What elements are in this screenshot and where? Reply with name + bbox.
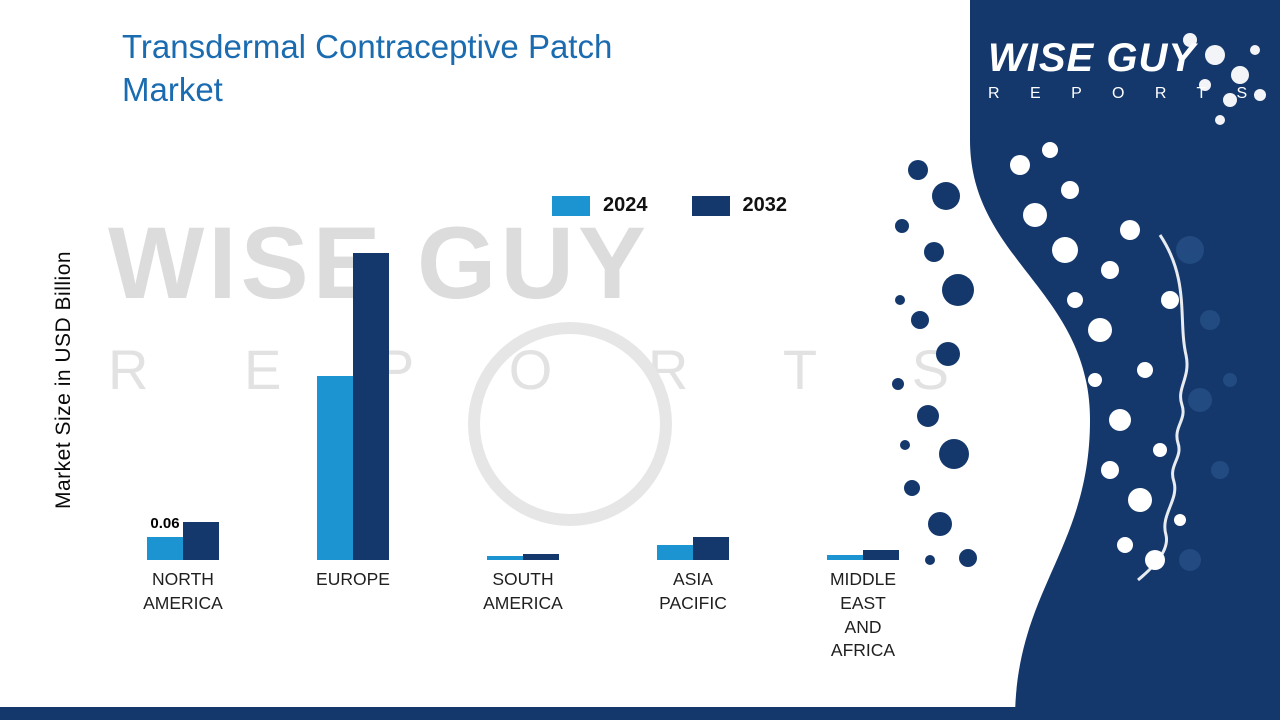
legend-item-2024: 2024 [552,194,648,217]
dots-pattern-shading [1176,236,1237,571]
footer-bar [0,707,1280,720]
category-label: NORTH AMERICA [143,569,223,613]
bar-2024-asia-pacific [657,545,693,560]
bar-2024-europe [317,376,353,560]
category-label: SOUTH AMERICA [483,569,563,613]
brand-panel-decoration [892,0,1280,720]
chart-title: Transdermal Contraceptive Patch Market [122,28,613,108]
logo-brand-text: WISE GUY [988,36,1197,80]
dots-pattern-outside [892,160,977,567]
bar-2032-middle-east-and-africa [863,550,899,560]
wiseguy-logo: WISE GUY R E P O R T S [988,38,1260,102]
legend: 2024 2032 [552,194,787,217]
face-profile-outline [1137,234,1189,582]
logo-dots-head [1183,33,1266,125]
category-label: EUROPE [316,569,390,589]
bar-2032-asia-pacific [693,537,729,560]
bar-2024-middle-east-and-africa [827,555,863,560]
bar-value-label: 0.06 [150,515,180,532]
legend-swatch-2032 [691,195,730,216]
legend-item-2032: 2032 [691,194,788,217]
legend-swatch-2024 [552,195,590,216]
bar-2032-europe [353,253,389,560]
legend-label-2024: 2024 [603,194,648,216]
bar-2024-north-america [147,537,183,560]
legend-label-2032: 2032 [742,194,788,216]
bar-2024-south-america [487,556,523,560]
bar-2032-south-america [523,554,559,560]
category-label: ASIA PACIFIC [659,569,727,613]
bar-2032-north-america [183,522,219,560]
brand-panel-shape [970,0,1280,720]
logo-sub-text: R E P O R T S [988,85,1261,102]
category-label: MIDDLE EAST AND AFRICA [829,569,897,661]
